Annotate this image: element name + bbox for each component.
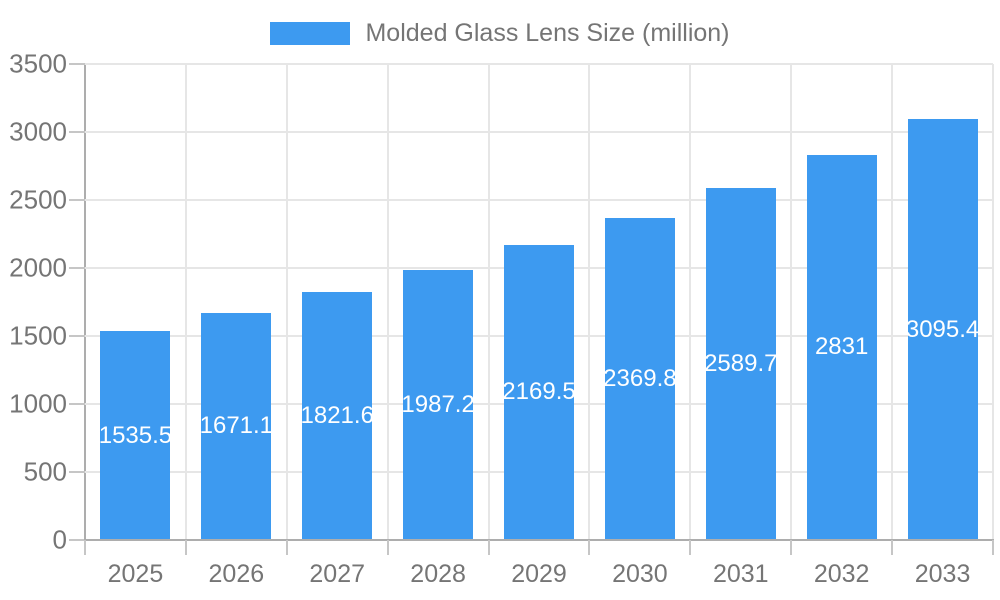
bar-value-label: 1987.2 (401, 390, 475, 418)
x-tick-mark (891, 540, 894, 555)
y-tick-mark (69, 131, 85, 133)
bar-2027[interactable]: 1821.6 (300, 292, 374, 540)
x-tick-mark (992, 540, 994, 555)
bar-value-label: 2831 (814, 333, 869, 361)
y-tick-label: 500 (23, 456, 67, 487)
gridline-horizontal (85, 131, 993, 133)
y-tick-mark (69, 63, 85, 65)
x-tick-label: 2032 (813, 560, 870, 588)
y-tick-mark (69, 403, 85, 405)
bar-2033[interactable]: 3095.4 (905, 119, 980, 540)
bar-2025[interactable]: 1535.5 (98, 331, 173, 540)
x-tick-mark (184, 540, 187, 555)
gridline-vertical (588, 64, 591, 540)
y-tick-mark (69, 335, 85, 337)
gridline-vertical (689, 64, 692, 540)
x-tick-mark (386, 540, 389, 555)
legend-swatch-icon (270, 21, 351, 45)
x-axis: 2025 2026 2027 2028 2029 2030 2031 2032 2033 (85, 556, 993, 590)
y-tick-mark (69, 539, 85, 541)
x-tick-label: 2026 (208, 560, 265, 588)
x-tick-label: 2031 (712, 560, 769, 588)
x-tick-label: 2030 (612, 560, 668, 588)
y-tick-label: 3000 (9, 116, 67, 147)
bar-value-label: 3095.4 (905, 315, 980, 343)
y-tick-label: 1000 (9, 388, 67, 419)
y-tick-label: 0 (52, 524, 67, 555)
y-tick-mark (69, 267, 85, 269)
bar-value-label: 2169.5 (502, 378, 576, 406)
x-tick-label: 2025 (107, 560, 164, 588)
y-axis-line (84, 64, 86, 540)
x-tick-mark (790, 540, 793, 555)
bar-value-label: 1671.1 (199, 412, 274, 440)
y-tick-label: 1500 (9, 320, 67, 351)
bar-value-label: 1821.6 (300, 402, 374, 430)
y-tick-label: 2500 (9, 184, 67, 215)
x-tick-mark (84, 540, 86, 555)
bar-2028[interactable]: 1987.2 (401, 269, 475, 540)
bar-2030[interactable]: 2369.8 (603, 217, 677, 540)
x-tick-mark (285, 540, 288, 555)
y-tick-mark (69, 199, 85, 201)
y-tick-label: 2000 (9, 252, 67, 283)
plot-area: 1535.5 1671.1 1821.6 1987.2 2169.5 2369.8 2589… (85, 63, 994, 540)
x-tick-label: 2029 (511, 560, 567, 588)
x-tick-label: 2027 (309, 560, 366, 588)
gridline-vertical (790, 64, 793, 540)
x-tick-mark (487, 540, 490, 555)
gridline-vertical (487, 64, 490, 540)
y-tick-label: 3500 (9, 48, 67, 79)
y-tick-mark (69, 471, 85, 473)
x-tick-label: 2033 (914, 560, 971, 588)
bar-value-label: 1535.5 (98, 421, 173, 449)
gridline-vertical (386, 64, 389, 540)
bar-value-label: 2369.8 (603, 364, 677, 392)
gridline-vertical (891, 64, 894, 540)
legend-label: Molded Glass Lens Size (million) (365, 18, 730, 47)
gridline-vertical (285, 64, 288, 540)
bar-2031[interactable]: 2589.7 (704, 187, 778, 540)
gridline-horizontal (85, 63, 993, 65)
x-tick-label: 2028 (410, 560, 466, 588)
bar-2032[interactable]: 2831 (806, 154, 877, 540)
x-axis-line (84, 539, 994, 541)
bar-2026[interactable]: 1671.1 (199, 312, 274, 540)
chart-legend[interactable]: Molded Glass Lens Size (million) (0, 18, 1000, 47)
bar-value-label: 2589.7 (704, 349, 778, 377)
bar-2029[interactable]: 2169.5 (502, 244, 576, 540)
gridline-vertical (992, 64, 994, 540)
y-axis: 0 500 1000 1500 2000 2500 3000 3500 (0, 49, 85, 555)
x-tick-mark (588, 540, 591, 555)
x-tick-mark (689, 540, 692, 555)
gridline-vertical (184, 64, 187, 540)
gridline-horizontal (85, 199, 993, 201)
